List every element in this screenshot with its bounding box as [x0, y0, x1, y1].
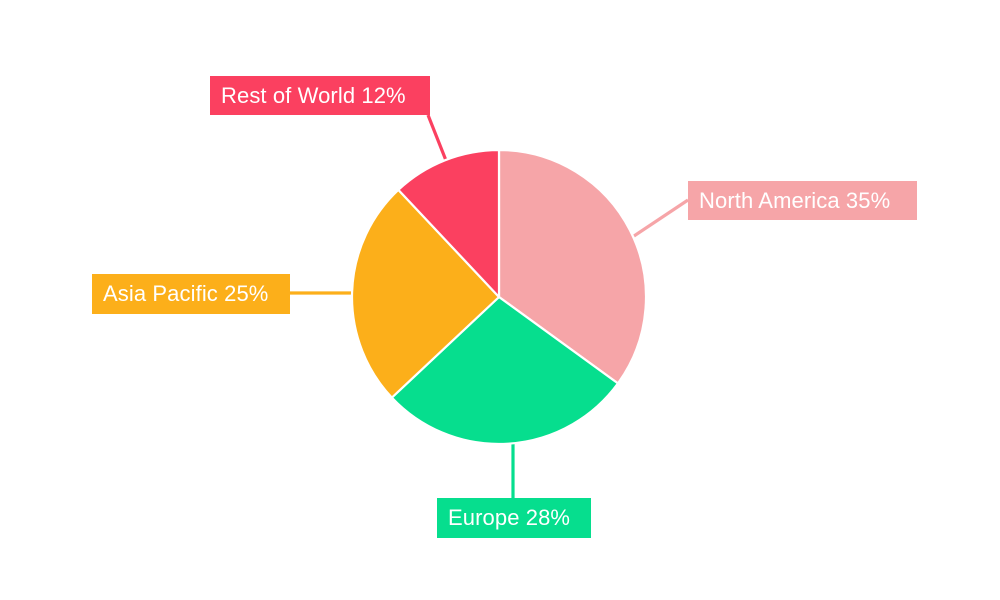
pie-label-europe-text: Europe 28% — [448, 505, 571, 530]
pie-slice-north-america[interactable] — [497, 148, 648, 385]
pie-slice-asia-pacific[interactable] — [350, 188, 501, 399]
pie-label-asia-pacific-text: Asia Pacific 25% — [103, 281, 269, 306]
pie-label-rest-of-world-text: Rest of World 12% — [221, 82, 406, 108]
pie-label-rest-of-world[interactable]: Rest of World 12% — [210, 76, 430, 115]
leader-line-north-america — [633, 198, 689, 238]
pie-label-north-america-text: North America 35% — [699, 187, 891, 213]
leader-line-rest-of-world — [426, 114, 449, 164]
leader-lines — [290, 114, 689, 498]
pie-label-europe[interactable]: Europe 28% — [437, 498, 591, 538]
pie-slice-rest-of-world[interactable] — [397, 148, 501, 299]
pie-slice-europe[interactable] — [390, 295, 620, 446]
pie-slices — [350, 148, 648, 446]
pie-label-north-america[interactable]: North America 35% — [688, 181, 917, 220]
pie-label-asia-pacific[interactable]: Asia Pacific 25% — [92, 274, 290, 314]
